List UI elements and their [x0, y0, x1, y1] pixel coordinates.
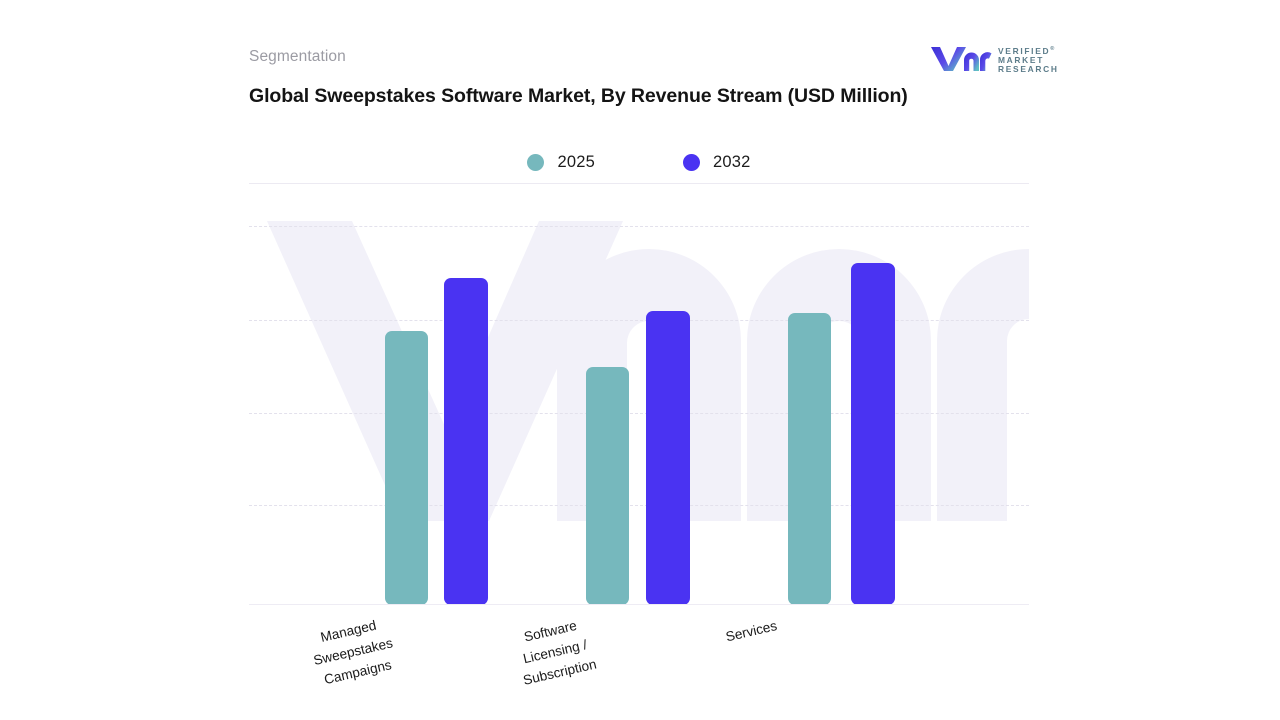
legend-swatch-icon-2025 — [527, 153, 545, 171]
logo-line-1: VERIFIED — [998, 45, 1051, 56]
x-axis-label-managed-sweepstakes-campaigns: Managed Sweepstakes Campaigns — [311, 617, 395, 688]
bar-services-2032[interactable] — [851, 263, 895, 605]
plot-baseline-axis — [249, 603, 1029, 605]
x-axis-label-services: Services — [724, 618, 779, 645]
bar-managed-2025[interactable] — [385, 331, 428, 605]
legend-label-2025: 2025 — [557, 152, 595, 171]
logo-line-3: RESEARCH — [998, 64, 1059, 75]
legend-item-2025[interactable]: 2025 — [527, 153, 595, 172]
gridline-4 — [249, 505, 1029, 506]
plot-area — [249, 183, 1029, 605]
vmr-logo: VERIFIED® MARKET RESEARCH — [930, 44, 1062, 76]
vmr-logo-mark-icon — [930, 46, 992, 72]
gridline-1 — [249, 226, 1029, 227]
gridline-2 — [249, 320, 1029, 321]
bars-layer — [249, 183, 1029, 605]
page-title: Global Sweepstakes Software Market, By R… — [249, 85, 908, 107]
gridline-3 — [249, 413, 1029, 414]
x-axis-label-software-licensing-subscription: Software Licensing / Subscription — [521, 617, 598, 688]
logo-line-2: MARKET — [998, 55, 1045, 66]
chart-legend: 2025 2032 — [249, 148, 1029, 176]
bar-licensing-2025[interactable] — [586, 367, 629, 605]
vmr-logo-text: VERIFIED® MARKET RESEARCH — [998, 45, 1059, 75]
legend-label-2032: 2032 — [713, 152, 751, 171]
bar-services-2025[interactable] — [788, 313, 831, 605]
x-axis-labels: Managed Sweepstakes Campaigns Software L… — [249, 605, 1029, 720]
legend-swatch-icon-2032 — [683, 153, 700, 171]
plot-top-separator — [249, 183, 1029, 184]
registered-mark-icon: ® — [1050, 46, 1055, 52]
legend-item-2032[interactable]: 2032 — [683, 153, 751, 172]
bar-managed-2032[interactable] — [444, 278, 488, 605]
kicker-label: Segmentation — [249, 48, 346, 65]
bar-licensing-2032[interactable] — [646, 311, 690, 605]
